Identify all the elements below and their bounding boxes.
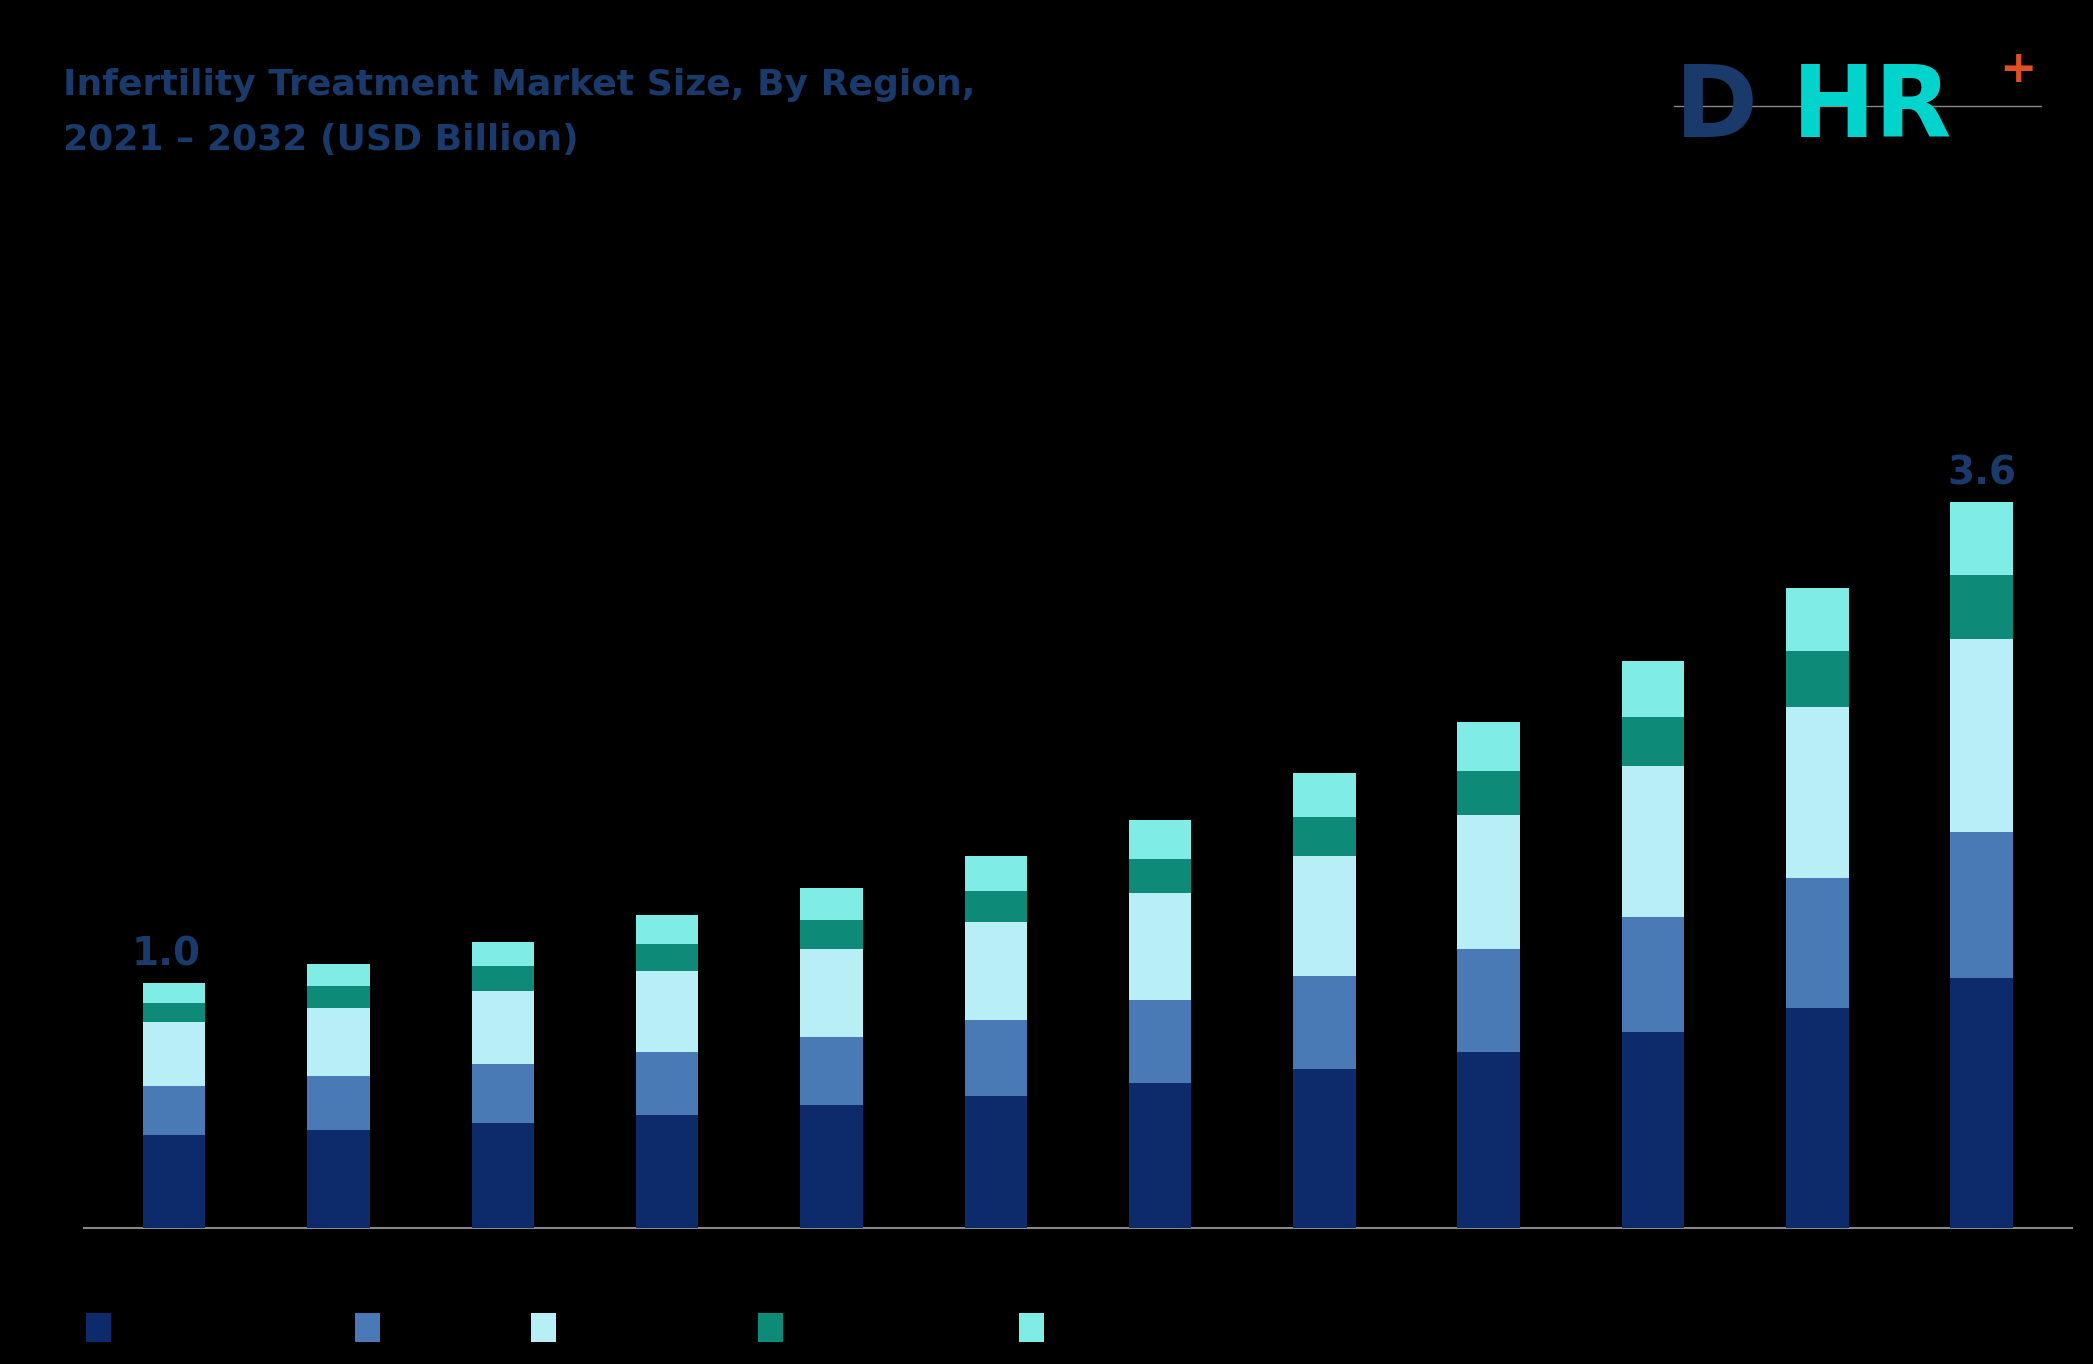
Bar — [1293, 1069, 1356, 1228]
Bar — [1128, 1083, 1191, 1228]
Text: Infertility Treatment Market Size, By Region,: Infertility Treatment Market Size, By Re… — [63, 68, 975, 102]
Bar — [1622, 767, 1685, 918]
Text: 1.0: 1.0 — [132, 936, 201, 974]
Bar — [471, 990, 534, 1064]
Bar — [1951, 502, 2013, 576]
Bar — [308, 964, 370, 986]
Text: +: + — [1999, 48, 2036, 91]
Bar — [1951, 638, 2013, 832]
Bar — [142, 1003, 205, 1023]
Text: 3.6: 3.6 — [1946, 454, 2016, 492]
Bar — [308, 1076, 370, 1129]
Bar — [800, 1105, 862, 1228]
Bar — [1293, 817, 1356, 857]
Bar — [1622, 918, 1685, 1033]
Bar — [636, 915, 699, 944]
Text: HR: HR — [1792, 61, 1953, 158]
Bar — [1128, 820, 1191, 859]
Bar — [142, 983, 205, 1003]
Bar — [142, 1135, 205, 1228]
Bar — [965, 922, 1028, 1020]
Bar — [1951, 978, 2013, 1228]
Bar — [965, 891, 1028, 922]
Text: 2021 – 2032 (USD Billion): 2021 – 2032 (USD Billion) — [63, 123, 578, 157]
Bar — [636, 1116, 699, 1228]
Bar — [1951, 832, 2013, 978]
Bar — [308, 1008, 370, 1076]
Bar — [965, 1020, 1028, 1095]
Bar — [142, 1023, 205, 1086]
Bar — [1785, 708, 1848, 878]
Bar — [965, 857, 1028, 891]
Bar — [800, 888, 862, 919]
Bar — [142, 1086, 205, 1135]
Bar — [1293, 773, 1356, 817]
Bar — [308, 1129, 370, 1228]
Legend: North America, Europe, Asia Pacific, Latin America, Middle East & Africa: North America, Europe, Asia Pacific, Lat… — [75, 1303, 1319, 1352]
Bar — [1457, 1052, 1520, 1228]
Bar — [1785, 878, 1848, 1008]
Bar — [1622, 662, 1685, 717]
Text: D: D — [1674, 61, 1758, 158]
Bar — [471, 1064, 534, 1123]
Bar — [1457, 814, 1520, 949]
Bar — [1457, 722, 1520, 771]
Bar — [1951, 576, 2013, 638]
Bar — [1128, 893, 1191, 1000]
Bar — [965, 1095, 1028, 1228]
Bar — [1622, 1033, 1685, 1228]
Bar — [800, 1037, 862, 1105]
Bar — [1457, 771, 1520, 814]
Bar — [800, 919, 862, 949]
Bar — [1622, 717, 1685, 767]
Bar — [636, 944, 699, 971]
Bar — [1293, 977, 1356, 1069]
Bar — [471, 966, 534, 990]
Bar — [1128, 859, 1191, 893]
Bar — [471, 1123, 534, 1228]
Bar — [800, 949, 862, 1037]
Bar — [1785, 1008, 1848, 1228]
Bar — [471, 941, 534, 966]
Bar — [636, 971, 699, 1052]
Bar — [1128, 1000, 1191, 1083]
Bar — [308, 986, 370, 1008]
Bar — [636, 1052, 699, 1116]
Bar — [1785, 651, 1848, 708]
Bar — [1457, 949, 1520, 1052]
Bar — [1785, 588, 1848, 651]
Bar — [1293, 857, 1356, 977]
